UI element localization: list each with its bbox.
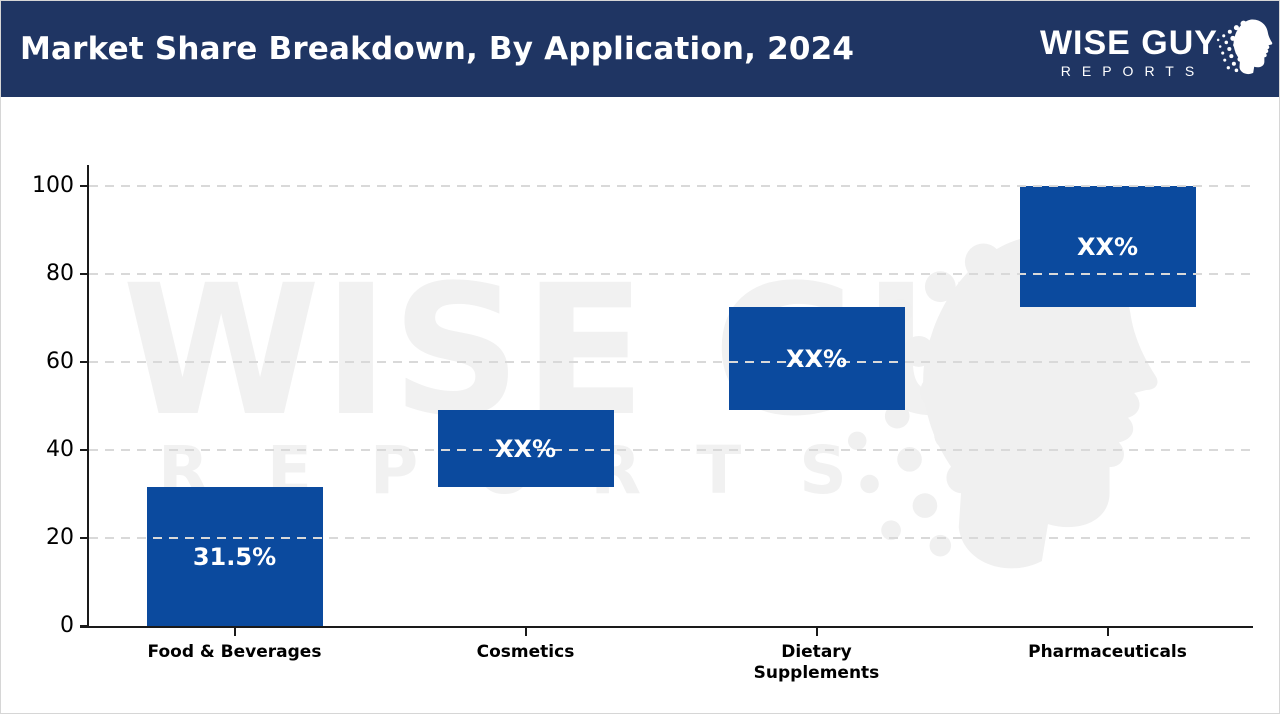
- y-tick-label: 100: [32, 173, 74, 198]
- x-tick-mark: [815, 628, 818, 636]
- gridline: [89, 537, 1253, 539]
- y-tick-label: 60: [46, 349, 74, 374]
- chart-title: Market Share Breakdown, By Application, …: [20, 30, 855, 67]
- x-tick-label: Cosmetics: [476, 642, 575, 662]
- gridline: [89, 273, 1253, 275]
- y-axis-line: [87, 165, 89, 628]
- y-tick-label: 40: [46, 437, 74, 462]
- y-tick-label: 80: [46, 261, 74, 286]
- y-tick-label: 20: [46, 525, 74, 550]
- y-tick-mark: [80, 273, 89, 275]
- gridline: [89, 361, 1253, 363]
- bar: [728, 307, 905, 411]
- bar-label: XX%: [494, 434, 557, 463]
- y-tick-label: 0: [60, 613, 74, 638]
- y-tick-mark: [80, 537, 89, 539]
- logo-wordmark: WISE GUY: [1039, 23, 1218, 62]
- x-tick-mark: [233, 628, 236, 636]
- bar: [437, 410, 614, 488]
- x-tick-label: Dietary Supplements: [753, 642, 880, 683]
- bar-label: XX%: [785, 344, 848, 373]
- header-banner: Market Share Breakdown, By Application, …: [0, 0, 1280, 97]
- gridline: [89, 449, 1253, 451]
- y-tick-mark: [80, 361, 89, 363]
- bar-label: 31.5%: [192, 542, 277, 571]
- plot-area: WISE GUY REPORTS 31.5%Food & BeveragesXX…: [0, 97, 1280, 720]
- bar: [1019, 186, 1196, 307]
- x-tick-label: Food & Beverages: [147, 642, 322, 662]
- x-tick-mark: [1106, 628, 1109, 636]
- x-axis-line: [80, 626, 1253, 628]
- x-tick-mark: [524, 628, 527, 636]
- logo-subtext: REPORTS: [1060, 62, 1206, 79]
- y-tick-mark: [80, 185, 89, 187]
- bar-label: XX%: [1076, 232, 1139, 261]
- wiseguy-logo: WISE GUY REPORTS: [1040, 6, 1274, 90]
- x-tick-label: Pharmaceuticals: [1028, 642, 1187, 662]
- gridline: [89, 185, 1253, 187]
- y-tick-mark: [80, 449, 89, 451]
- logo-text: WISE GUY REPORTS: [1040, 24, 1218, 79]
- bar: [146, 487, 323, 626]
- wiseguy-head-icon: [1216, 19, 1273, 75]
